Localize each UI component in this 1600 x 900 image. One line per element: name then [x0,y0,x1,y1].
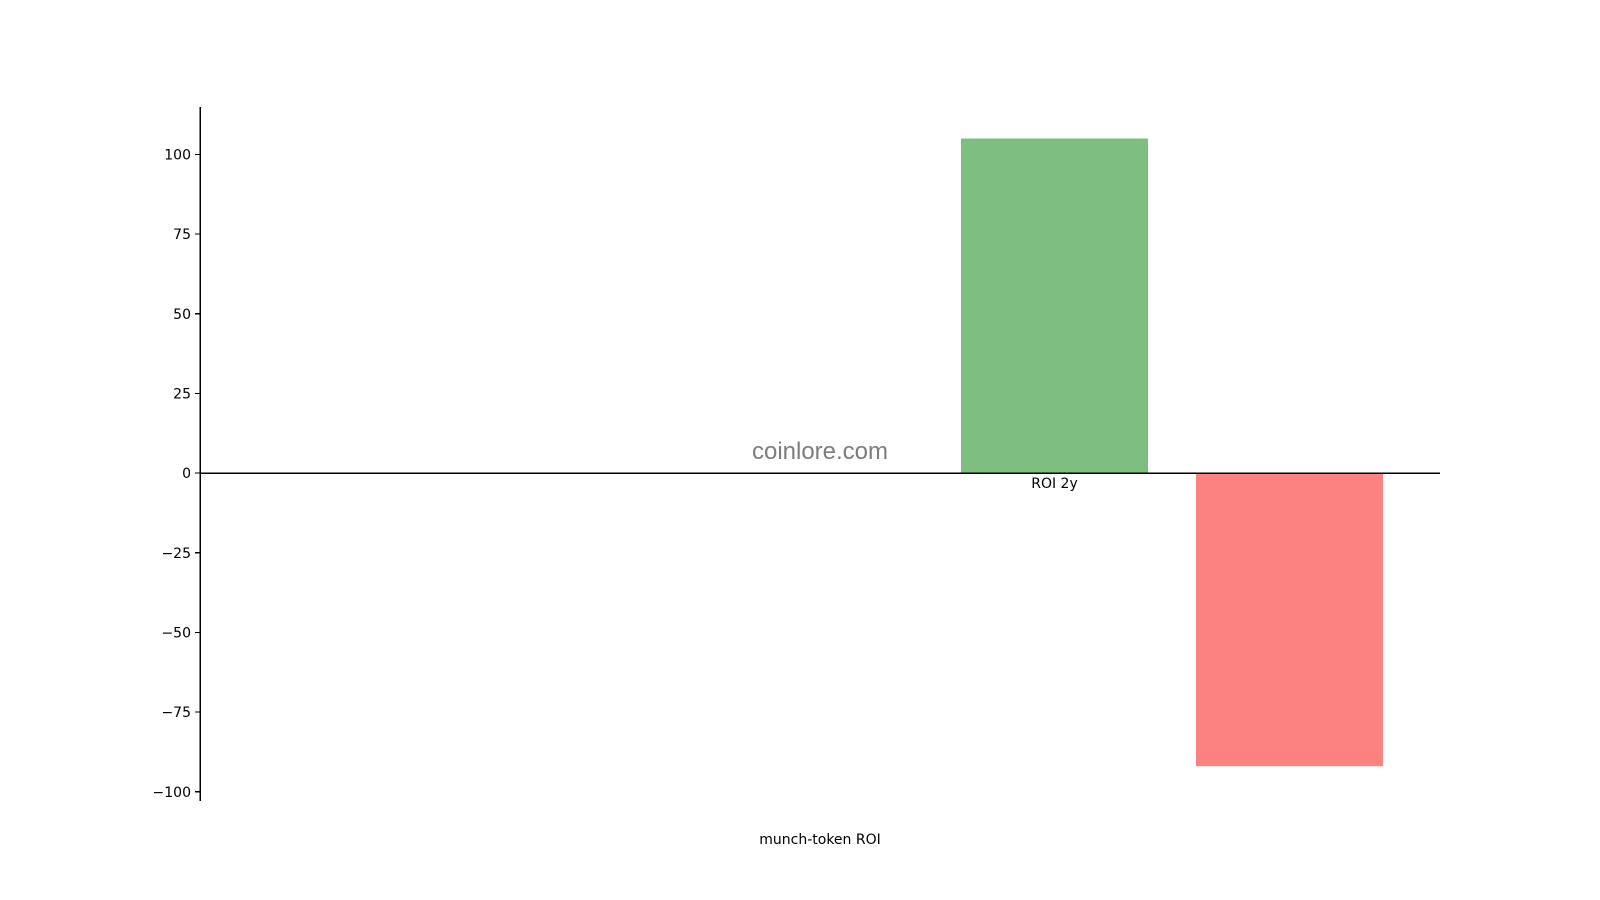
bar-negative [1196,473,1383,767]
chart-x-axis-title: munch-token ROI [759,832,881,848]
coinlore-watermark: coinlore.com [751,438,889,465]
x-tick-label: ROI 2y [1031,476,1078,492]
bar-positive [961,138,1148,474]
y-tick-label: −100 [153,785,191,801]
y-tick-label: −75 [161,705,191,721]
y-tick-label: 100 [164,148,191,164]
y-tick-label: 75 [173,227,191,243]
y-tick-label: 25 [173,387,191,403]
y-tick-label: 50 [173,307,191,323]
y-tick-label: −25 [161,546,191,562]
y-tick-label: −50 [161,626,191,642]
y-tick-label: 0 [182,466,191,482]
